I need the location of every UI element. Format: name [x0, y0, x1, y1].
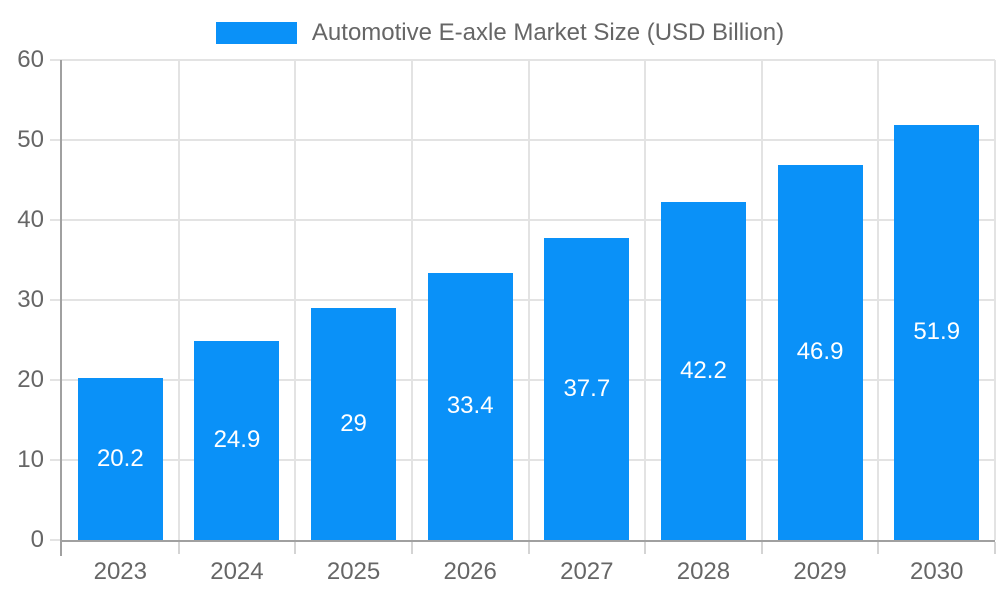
legend-swatch	[215, 22, 297, 44]
y-axis-tick	[50, 219, 62, 221]
y-axis-tick	[50, 459, 62, 461]
x-axis-tick	[528, 542, 530, 554]
bar-value-label: 29	[340, 410, 367, 437]
legend-label: Automotive E-axle Market Size (USD Billi…	[311, 19, 785, 46]
y-axis-tick	[50, 139, 62, 141]
x-axis-tick	[877, 542, 879, 554]
x-axis-tick	[178, 542, 180, 554]
y-axis-tick	[50, 59, 62, 61]
x-axis-tick	[761, 542, 763, 554]
x-axis-tick-label: 2027	[560, 558, 614, 585]
x-axis-tick	[994, 542, 996, 554]
bar-value-label: 46.9	[796, 338, 844, 366]
bar-2024[interactable]	[194, 340, 280, 540]
y-axis-tick	[50, 539, 62, 541]
bar-2025[interactable]	[311, 308, 397, 540]
x-gridline	[178, 60, 180, 540]
x-gridline	[761, 60, 763, 540]
x-axis-tick-label: 2030	[909, 558, 964, 585]
x-gridline	[644, 60, 646, 540]
bar-2030[interactable]	[894, 124, 980, 540]
x-gridline	[877, 60, 879, 540]
bar-value-label: 37.7	[563, 375, 611, 403]
x-axis-tick-label: 2026	[443, 558, 497, 585]
x-axis-line	[62, 540, 995, 542]
y-axis-tick-label: 20	[17, 366, 44, 393]
bar-value-label: 51.9	[913, 318, 961, 346]
x-gridline	[994, 60, 996, 540]
x-axis-tick	[644, 542, 646, 554]
bar-2028[interactable]	[660, 202, 746, 540]
y-axis-tick-label: 40	[17, 206, 44, 233]
x-axis-tick-label: 2028	[676, 558, 731, 585]
y-axis-line	[60, 60, 62, 556]
x-axis-tick-label: 2023	[93, 558, 147, 585]
bar-value-label: 24.9	[213, 426, 261, 454]
y-axis-tick-label: 30	[17, 286, 44, 313]
x-gridline	[411, 60, 413, 540]
y-axis-tick-label: 60	[17, 46, 44, 73]
y-axis-tick	[50, 299, 62, 301]
bar-2023[interactable]	[77, 378, 163, 540]
x-axis-tick	[411, 542, 413, 554]
bar-value-label: 33.4	[446, 392, 494, 420]
y-axis-tick-label: 10	[17, 446, 44, 473]
x-axis-tick-label: 2029	[793, 558, 847, 585]
y-axis-tick	[50, 379, 62, 381]
bar-2029[interactable]	[777, 164, 863, 540]
bar-value-label: 20.2	[96, 445, 144, 473]
bar-2027[interactable]	[544, 238, 630, 540]
bar-2026[interactable]	[427, 272, 513, 540]
x-axis-tick	[294, 542, 296, 554]
x-axis-tick-label: 2025	[326, 558, 381, 585]
y-axis-tick-label: 50	[17, 126, 44, 153]
x-gridline	[528, 60, 530, 540]
y-axis-tick-label: 0	[30, 526, 44, 553]
bar-value-label: 42.2	[680, 357, 727, 385]
chart-legend[interactable]: Automotive E-axle Market Size (USD Billi…	[0, 19, 1000, 47]
x-gridline	[294, 60, 296, 540]
x-axis-tick-label: 2024	[210, 558, 264, 585]
